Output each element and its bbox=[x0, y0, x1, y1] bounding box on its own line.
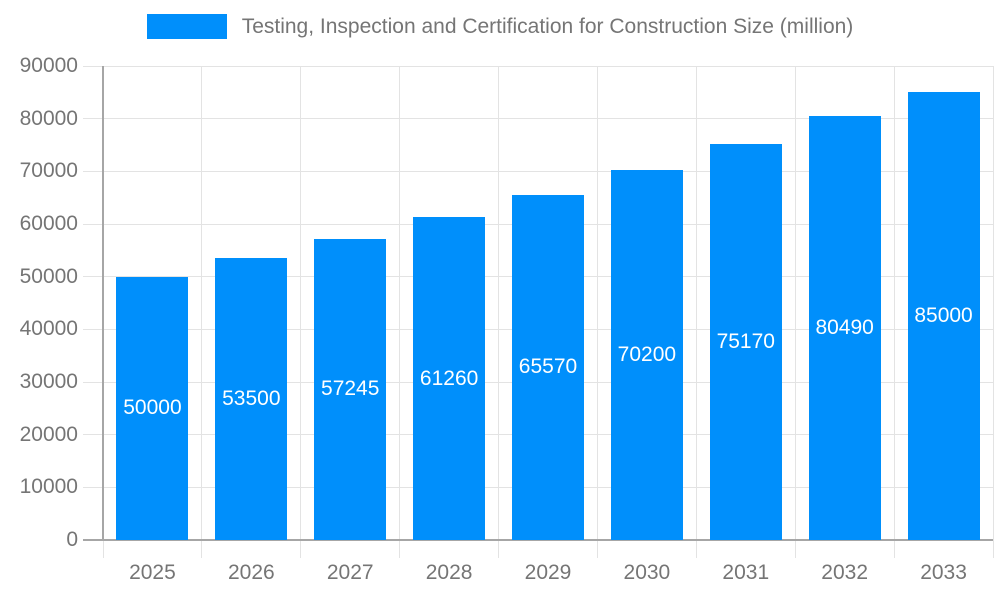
x-axis-tick-label-2027: 2027 bbox=[326, 561, 374, 584]
gridline-x-2 bbox=[300, 66, 302, 540]
bar-2026[interactable] bbox=[215, 258, 288, 540]
gridline-y-80000 bbox=[83, 118, 993, 120]
y-axis-tick-label: 10000 bbox=[19, 475, 78, 499]
x-axis-line bbox=[83, 539, 993, 541]
x-axis-tick-7 bbox=[794, 540, 796, 558]
gridline-y-90000 bbox=[83, 65, 993, 67]
x-axis-tick-4 bbox=[498, 540, 500, 558]
x-axis-tick-0 bbox=[102, 540, 104, 558]
y-axis-line bbox=[102, 66, 104, 540]
x-axis-tick-5 bbox=[596, 540, 598, 558]
x-axis-tick-label-2031: 2031 bbox=[722, 561, 770, 584]
x-axis-tick-label-2032: 2032 bbox=[821, 561, 869, 584]
gridline-x-3 bbox=[399, 66, 401, 540]
x-axis-tick-2 bbox=[300, 540, 302, 558]
bar-2033[interactable] bbox=[907, 92, 980, 540]
x-axis-tick-label-2028: 2028 bbox=[425, 561, 473, 584]
x-axis-tick-label-2029: 2029 bbox=[524, 561, 572, 584]
y-axis-tick-label: 30000 bbox=[19, 370, 78, 393]
gridline-x-9 bbox=[992, 66, 994, 540]
y-axis-tick-label: 60000 bbox=[19, 212, 78, 235]
x-axis-tick-3 bbox=[399, 540, 401, 558]
gridline-x-1 bbox=[201, 66, 203, 540]
y-axis-tick-label: 40000 bbox=[19, 317, 78, 341]
bar-2031[interactable] bbox=[709, 144, 782, 540]
x-axis-tick-label-2025: 2025 bbox=[129, 561, 176, 584]
gridline-y-70000 bbox=[83, 170, 993, 172]
bar-2030[interactable] bbox=[610, 170, 683, 540]
y-axis-tick-label: 0 bbox=[66, 528, 78, 551]
x-axis-tick-label-2033: 2033 bbox=[920, 561, 967, 584]
gridline-x-7 bbox=[794, 66, 796, 540]
bar-2028[interactable] bbox=[413, 217, 486, 540]
bar-2032[interactable] bbox=[808, 116, 881, 540]
legend-swatch-icon bbox=[146, 14, 227, 39]
legend-label: Testing, Inspection and Certification fo… bbox=[241, 14, 854, 38]
x-axis-tick-6 bbox=[695, 540, 697, 558]
gridline-x-4 bbox=[498, 66, 500, 540]
y-axis-tick-label: 70000 bbox=[19, 159, 78, 183]
bar-2029[interactable] bbox=[512, 194, 584, 540]
y-axis-tick-label: 20000 bbox=[19, 422, 78, 446]
y-axis-tick-label: 80000 bbox=[19, 106, 78, 130]
x-axis-tick-9 bbox=[992, 540, 994, 558]
legend-item[interactable]: Testing, Inspection and Certification fo… bbox=[0, 14, 1000, 39]
gridline-x-8 bbox=[893, 66, 895, 540]
y-axis-tick-label: 90000 bbox=[19, 54, 78, 77]
gridline-x-5 bbox=[596, 66, 598, 540]
x-axis-tick-label-2030: 2030 bbox=[623, 561, 671, 584]
bar-2027[interactable] bbox=[314, 238, 387, 540]
bar-2025[interactable] bbox=[116, 276, 189, 540]
gridline-x-6 bbox=[695, 66, 697, 540]
x-axis-tick-8 bbox=[893, 540, 895, 558]
y-axis-tick-label: 50000 bbox=[19, 264, 78, 288]
x-axis-tick-label-2026: 2026 bbox=[227, 561, 275, 584]
x-axis-tick-1 bbox=[201, 540, 203, 558]
